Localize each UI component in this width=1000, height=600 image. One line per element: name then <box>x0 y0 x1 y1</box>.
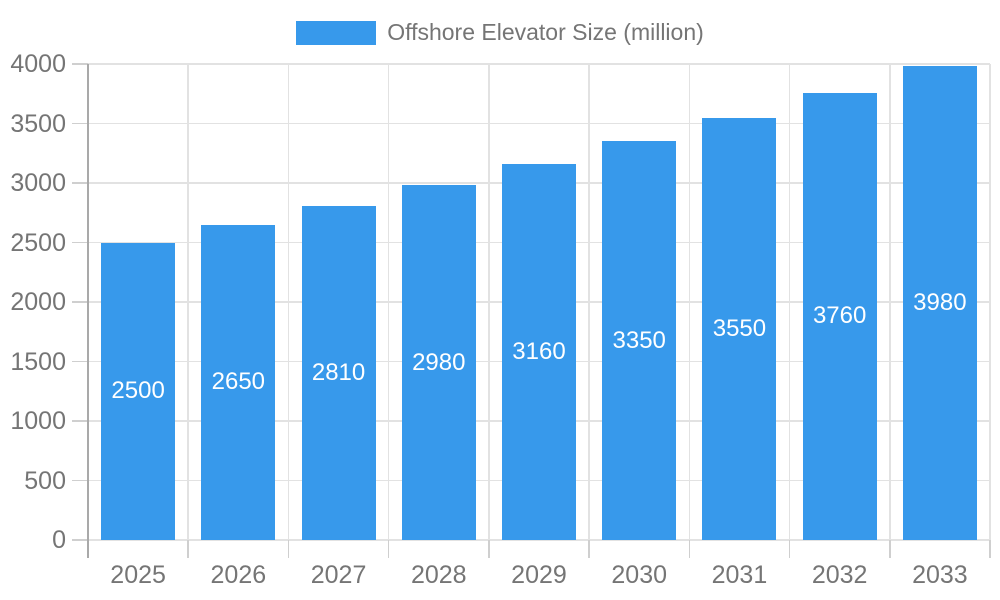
bar: 3980 <box>902 66 977 540</box>
x-gridline <box>588 64 590 540</box>
bar-value-label: 3160 <box>512 337 566 365</box>
x-axis-tick <box>588 540 590 558</box>
y-gridline <box>88 122 990 125</box>
y-axis-tick <box>72 479 88 482</box>
bar-value-label: 3350 <box>612 326 666 354</box>
bar-value-label: 3550 <box>712 314 767 342</box>
y-axis-tick <box>72 539 88 541</box>
bar-value-label: 2980 <box>412 348 466 376</box>
legend: Offshore Elevator Size (million) <box>0 20 1000 45</box>
x-axis-tick-label: 2028 <box>410 561 467 589</box>
y-axis-tick-label: 500 <box>24 466 66 495</box>
x-axis-tick-label: 2029 <box>511 561 567 589</box>
x-axis-tick-label: 2033 <box>912 561 968 589</box>
x-axis-tick <box>788 540 791 558</box>
x-axis-tick-label: 2025 <box>110 561 166 589</box>
y-gridline <box>88 539 990 541</box>
y-axis-tick <box>72 301 88 303</box>
y-axis-tick-label: 4000 <box>10 50 66 78</box>
x-axis-tick-label: 2027 <box>310 561 367 589</box>
x-axis-tick-label: 2030 <box>611 561 668 589</box>
bar-value-label: 3980 <box>913 289 967 317</box>
x-axis-tick <box>688 540 691 558</box>
y-axis-tick-label: 2000 <box>10 288 66 316</box>
y-axis-tick <box>72 63 88 65</box>
y-axis-tick-label: 3000 <box>10 169 66 197</box>
y-axis-line <box>87 64 89 558</box>
bar-value-label: 2650 <box>211 368 266 396</box>
bar: 3550 <box>702 117 777 540</box>
x-gridline <box>387 64 390 540</box>
x-gridline <box>287 64 290 540</box>
legend-swatch <box>296 20 377 45</box>
x-gridline <box>187 64 189 540</box>
y-axis-tick-label: 1500 <box>10 347 66 376</box>
bar-value-label: 2500 <box>111 377 165 405</box>
y-axis-tick <box>72 420 88 422</box>
x-axis-tick <box>488 540 490 558</box>
y-axis-tick-label: 0 <box>52 526 66 554</box>
bar: 2650 <box>201 224 276 540</box>
x-gridline <box>688 64 691 540</box>
bar: 2500 <box>101 242 176 540</box>
y-axis-tick-label: 1000 <box>10 407 66 435</box>
x-gridline <box>989 64 991 540</box>
legend-label: Offshore Elevator Size (million) <box>387 19 704 45</box>
x-axis-tick-label: 2031 <box>711 561 768 589</box>
bar: 3760 <box>802 92 877 540</box>
bar-value-label: 3760 <box>812 302 867 330</box>
x-axis-tick <box>187 540 189 558</box>
x-gridline <box>488 64 490 540</box>
y-axis-tick <box>72 241 88 244</box>
bar: 3350 <box>602 141 677 540</box>
x-axis-tick <box>287 540 290 558</box>
x-axis-tick <box>989 540 991 558</box>
bar-value-label: 2810 <box>311 358 366 386</box>
bar: 2980 <box>401 185 476 540</box>
x-axis-tick-label: 2032 <box>811 561 868 589</box>
y-axis-tick <box>72 182 88 184</box>
x-axis-tick-label: 2026 <box>210 561 267 589</box>
x-axis-tick <box>387 540 390 558</box>
x-gridline <box>788 64 791 540</box>
bar: 3160 <box>502 163 576 540</box>
y-axis-tick-label: 3500 <box>10 109 66 138</box>
y-axis-tick <box>72 122 88 125</box>
x-axis-tick <box>889 540 891 558</box>
y-axis-tick-label: 2500 <box>10 228 66 257</box>
y-gridline <box>88 63 990 65</box>
x-gridline <box>889 64 891 540</box>
y-axis-tick <box>72 360 88 363</box>
bar: 2810 <box>301 205 376 540</box>
